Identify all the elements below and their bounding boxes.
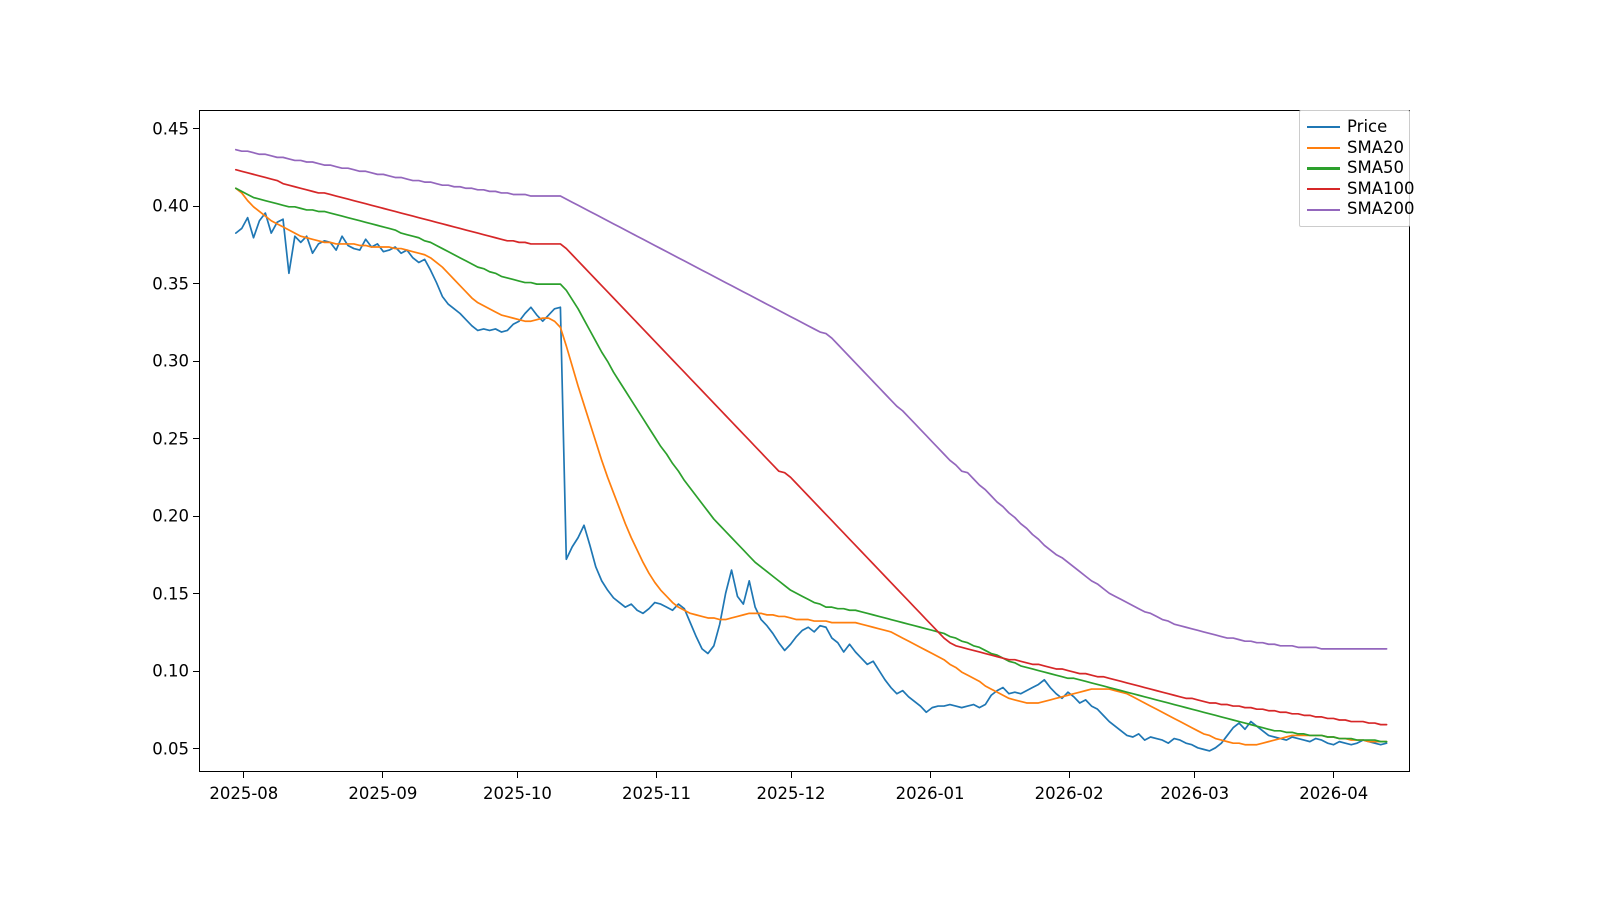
y-tick-label: 0.45 [152,119,189,139]
legend-color-swatch [1307,188,1340,191]
legend-item-sma20[interactable]: SMA20 [1307,137,1404,159]
x-tick-mark [1068,772,1070,778]
x-tick-label: 2025-12 [756,784,826,803]
legend-label: SMA100 [1347,178,1415,198]
x-tick-mark [929,772,931,778]
series-line-sma50 [236,188,1387,741]
x-tick-label: 2025-08 [209,784,279,803]
legend-color-swatch [1307,167,1340,170]
legend-label: Price [1347,117,1388,137]
series-line-sma100 [236,170,1387,725]
y-tick-label: 0.05 [152,739,189,759]
legend-label: SMA20 [1347,137,1404,157]
x-tick-label: 2025-11 [622,784,691,803]
x-tick-label: 2026-03 [1160,784,1230,803]
series-line-price [236,213,1387,751]
series-line-sma200 [236,150,1387,649]
plot-area [199,110,1410,772]
chart-lines-svg [200,111,1409,771]
legend-color-swatch [1307,126,1340,129]
legend-item-sma100[interactable]: SMA100 [1307,179,1415,200]
y-tick-label: 0.10 [152,661,189,681]
chart-legend[interactable]: Price SMA20 SMA50 SMA100 SMA200 [1299,110,1415,227]
y-tick-label: 0.35 [152,274,189,294]
x-tick-label: 2025-10 [482,784,552,803]
legend-color-swatch [1307,208,1340,211]
x-tick-label: 2026-01 [895,784,965,803]
x-tick-mark [655,772,658,778]
x-tick-label: 2026-04 [1299,784,1369,803]
x-tick-mark [1194,772,1196,778]
x-tick-mark [1333,772,1335,778]
x-tick-mark [243,772,245,778]
legend-label: SMA200 [1347,199,1415,219]
x-tick-mark [382,772,384,778]
y-tick-label: 0.25 [152,429,189,449]
y-tick-label: 0.30 [152,351,189,371]
y-tick-label: 0.40 [152,196,189,216]
legend-label: SMA50 [1347,158,1404,178]
legend-color-swatch [1307,146,1340,149]
y-tick-label: 0.20 [152,506,189,526]
series-line-sma20 [236,188,1387,744]
y-tick-label: 0.15 [152,584,189,604]
legend-item-price[interactable]: Price [1307,117,1401,138]
x-tick-mark [790,772,792,778]
legend-item-sma200[interactable]: SMA200 [1307,199,1415,220]
legend-item-sma50[interactable]: SMA50 [1307,158,1404,179]
x-tick-mark [516,772,519,778]
x-tick-label: 2025-09 [348,784,418,803]
x-tick-label: 2026-02 [1034,784,1104,803]
